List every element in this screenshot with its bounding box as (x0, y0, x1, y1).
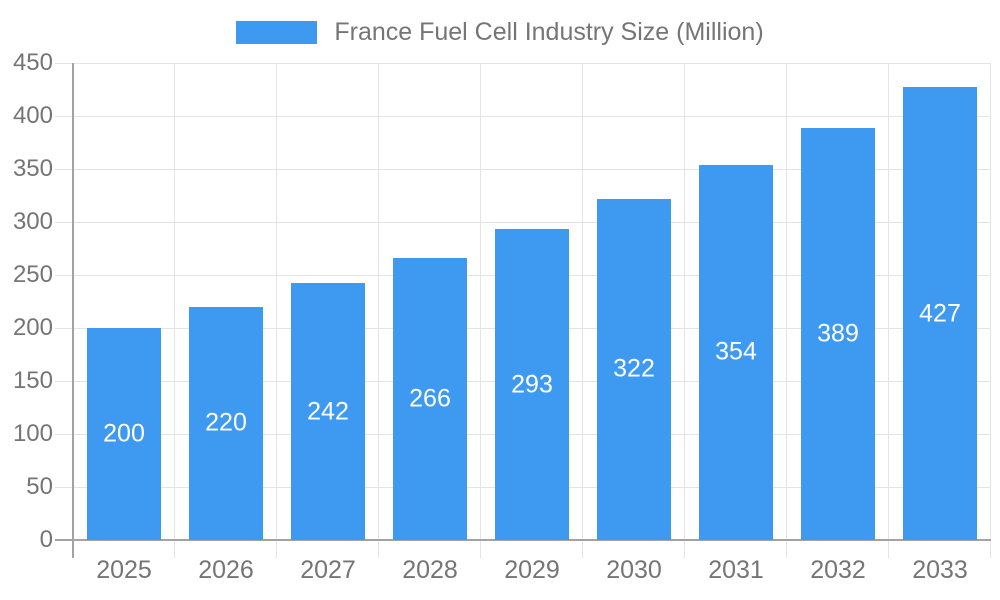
y-gridline (73, 169, 991, 170)
x-gridline (276, 63, 277, 558)
bar-2029[interactable]: 293 (495, 229, 569, 540)
bar-2025[interactable]: 200 (87, 328, 161, 540)
x-axis-tick-label: 2030 (606, 556, 662, 584)
bar-value-label: 427 (919, 299, 961, 328)
bar-2032[interactable]: 389 (801, 127, 875, 540)
x-gridline (786, 63, 787, 558)
x-gridline (684, 63, 685, 558)
y-gridline (73, 222, 991, 223)
x-axis-tick-label: 2033 (912, 556, 968, 584)
y-axis-tick (55, 381, 73, 382)
y-axis-tick (55, 487, 73, 488)
bar-value-label: 322 (613, 354, 655, 383)
legend-label: France Fuel Cell Industry Size (Million) (334, 17, 764, 46)
y-axis-tick-label: 400 (12, 102, 53, 129)
legend-swatch (236, 20, 318, 44)
x-axis-tick-label: 2032 (810, 556, 866, 584)
y-gridline (73, 116, 991, 117)
bar-value-label: 354 (715, 337, 757, 366)
x-gridline (888, 63, 889, 558)
plot-area: 0 50 100 150 200 250 300 350 400 450 200 2025 220 202… (13, 51, 991, 584)
bar-2027[interactable]: 242 (291, 283, 365, 540)
x-gridline (990, 63, 991, 558)
bar-value-label: 220 (205, 408, 247, 437)
y-axis-tick-label: 350 (12, 155, 53, 182)
bar-value-label: 200 (103, 419, 145, 448)
x-axis-tick-label: 2026 (198, 556, 254, 584)
x-gridline (378, 63, 379, 558)
y-axis-tick (55, 116, 73, 117)
bar-value-label: 242 (307, 397, 349, 426)
x-axis-tick-label: 2025 (96, 556, 152, 584)
y-axis-tick (55, 63, 73, 64)
bar-value-label: 389 (817, 319, 859, 348)
y-axis-tick-label: 450 (12, 49, 53, 76)
x-gridline (582, 63, 583, 558)
y-axis-tick-label: 100 (12, 420, 53, 447)
x-axis-line (55, 539, 991, 541)
bar-2030[interactable]: 322 (597, 198, 671, 540)
y-gridline (73, 63, 991, 64)
x-axis-tick-label: 2027 (300, 556, 356, 584)
bar-2031[interactable]: 354 (699, 164, 773, 540)
y-axis-tick-label: 50 (26, 473, 53, 500)
x-axis-tick-label: 2028 (402, 556, 458, 584)
x-gridline (480, 63, 481, 558)
y-axis-tick-label: 300 (12, 208, 53, 235)
y-axis-tick-label: 250 (12, 261, 53, 288)
chart-legend[interactable]: France Fuel Cell Industry Size (Million) (0, 17, 1000, 47)
x-axis-tick-label: 2031 (708, 556, 764, 584)
bar-2026[interactable]: 220 (189, 306, 263, 540)
bar-value-label: 293 (511, 370, 553, 399)
y-axis-tick (55, 434, 73, 435)
x-axis-tick-label: 2029 (504, 556, 560, 584)
y-axis-tick-label: 150 (12, 367, 53, 394)
y-axis-tick (55, 169, 73, 170)
x-gridline (174, 63, 175, 558)
y-axis-tick-label: 200 (12, 314, 53, 341)
y-axis-tick (55, 275, 73, 276)
y-axis-tick (55, 328, 73, 329)
y-axis-line (72, 63, 74, 558)
y-axis-tick-label: 0 (39, 526, 53, 553)
y-axis-tick (55, 222, 73, 223)
bar-2028[interactable]: 266 (393, 258, 467, 540)
bar-2033[interactable]: 427 (903, 87, 977, 540)
bar-value-label: 266 (409, 384, 451, 413)
